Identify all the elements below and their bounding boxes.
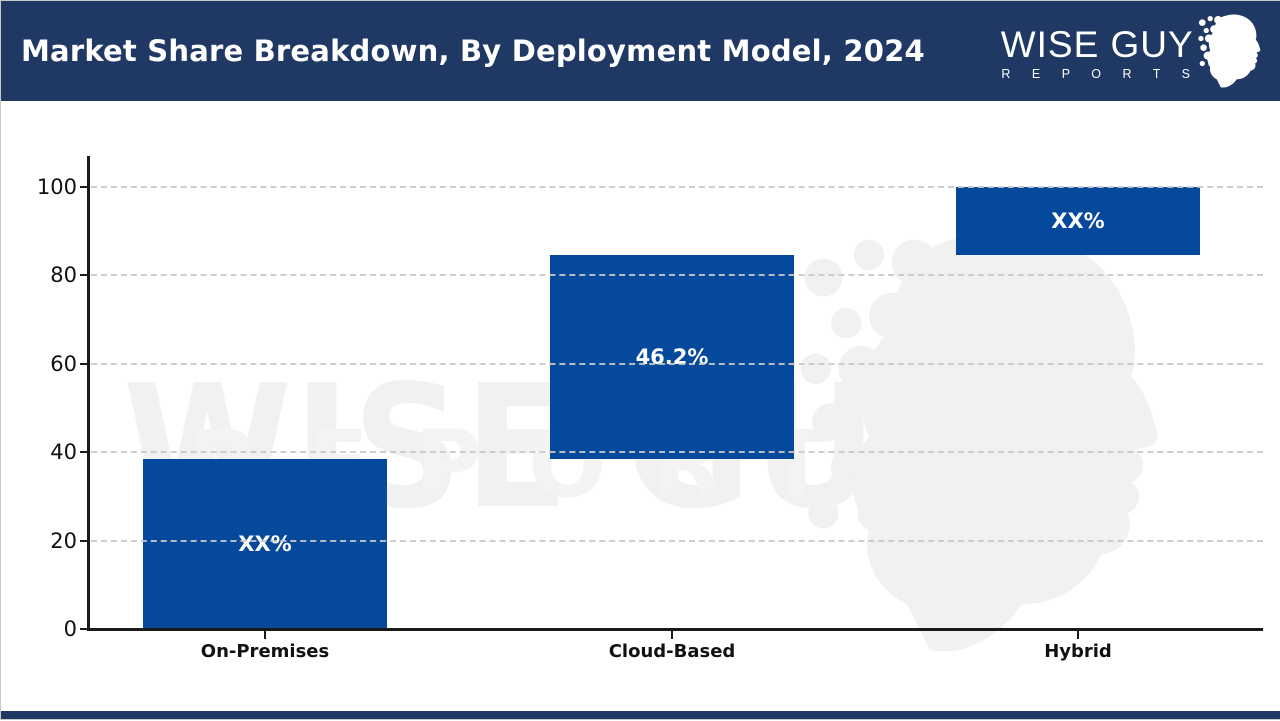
bar-cloud-based: 46.2% bbox=[550, 254, 794, 459]
y-axis-line bbox=[87, 156, 90, 631]
chart-area: WISE GUY REPORTS XX% 46.2% XX% 0 20 40 60 80 100… bbox=[1, 101, 1280, 713]
brand-logo: WISE GUY R E P O R T S bbox=[995, 10, 1263, 92]
x-axis-line bbox=[87, 628, 1263, 631]
gridline-60 bbox=[91, 362, 1263, 365]
brand-name: WISE GUY bbox=[1000, 23, 1194, 65]
y-tick-mark-40 bbox=[80, 451, 88, 454]
gridline-20 bbox=[91, 539, 1263, 542]
brand-text: WISE GUY R E P O R T S bbox=[995, 26, 1199, 81]
x-category-label-2: Hybrid bbox=[1044, 641, 1112, 662]
y-tick-label-0: 0 bbox=[63, 617, 77, 641]
gridline-100 bbox=[91, 186, 1263, 188]
x-tick-mark-1 bbox=[671, 631, 673, 639]
brand-subname: R E P O R T S bbox=[1001, 66, 1199, 81]
y-tick-label-60: 60 bbox=[50, 351, 77, 376]
y-tick-label-40: 40 bbox=[50, 440, 77, 465]
x-category-label-1: Cloud-Based bbox=[608, 641, 736, 662]
gridline-80 bbox=[91, 274, 1263, 277]
footer-bar bbox=[1, 711, 1280, 719]
y-tick-mark-60 bbox=[80, 362, 88, 365]
bar-value-label: XX% bbox=[238, 531, 292, 556]
y-tick-mark-0 bbox=[80, 628, 88, 630]
y-tick-mark-100 bbox=[80, 186, 88, 188]
bar-value-label: XX% bbox=[1051, 208, 1105, 233]
y-tick-mark-20 bbox=[80, 539, 88, 542]
chart-title: Market Share Breakdown, By Deployment Mo… bbox=[21, 34, 925, 68]
x-tick-mark-2 bbox=[1077, 631, 1079, 639]
y-tick-label-80: 80 bbox=[50, 263, 77, 288]
gridline-40 bbox=[91, 451, 1263, 454]
y-tick-label-100: 100 bbox=[36, 175, 77, 199]
x-tick-mark-0 bbox=[264, 631, 266, 639]
x-category-label-0: On-Premises bbox=[200, 641, 330, 662]
bar-hybrid: XX% bbox=[956, 187, 1200, 255]
bar-on-premises: XX% bbox=[143, 458, 387, 629]
y-tick-label-20: 20 bbox=[50, 528, 77, 553]
bar-value-label: 46.2% bbox=[635, 344, 709, 369]
y-tick-mark-80 bbox=[80, 274, 88, 277]
brand-face-icon bbox=[1198, 14, 1261, 88]
header: Market Share Breakdown, By Deployment Mo… bbox=[1, 1, 1280, 101]
